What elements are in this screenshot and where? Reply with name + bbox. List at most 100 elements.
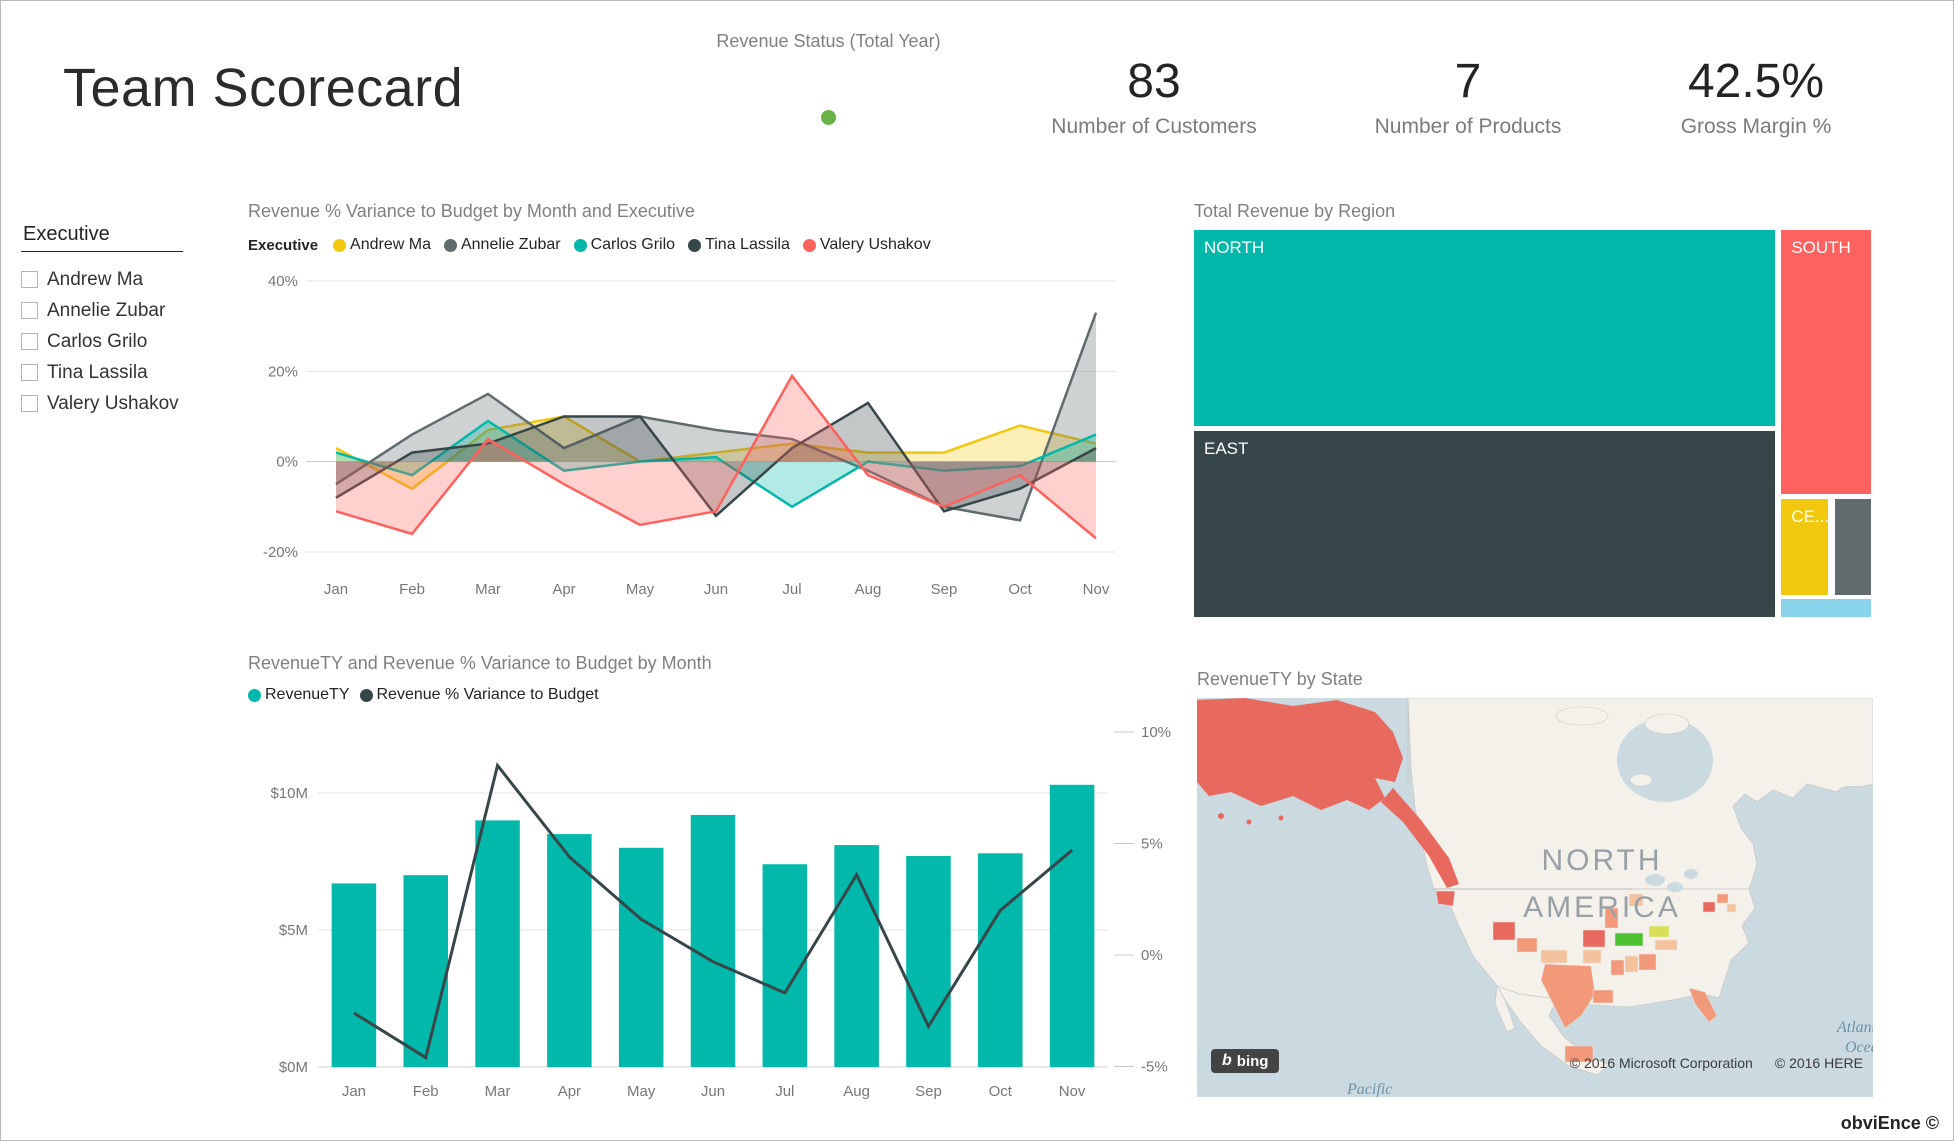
map-baja bbox=[1494, 984, 1516, 1033]
state-shape[interactable] bbox=[1435, 890, 1456, 907]
kpi-value: 83 bbox=[1127, 55, 1181, 108]
legend-label: RevenueTY bbox=[265, 686, 350, 703]
slicer-item-annelie-zubar[interactable]: Annelie Zubar bbox=[21, 295, 221, 326]
line-annelie-zubar[interactable] bbox=[335, 312, 1098, 522]
map-aleutians bbox=[1246, 819, 1252, 825]
bar-apr[interactable] bbox=[547, 834, 592, 1067]
area-carlos-grilo[interactable] bbox=[336, 421, 1096, 507]
svg-text:10%: 10% bbox=[1141, 724, 1171, 741]
bar-jun[interactable] bbox=[690, 814, 736, 1067]
svg-text:Feb: Feb bbox=[399, 581, 425, 598]
legend-item-tina-lassila[interactable]: Tina Lassila bbox=[688, 236, 790, 254]
state-shape[interactable] bbox=[1638, 953, 1657, 971]
checkbox[interactable] bbox=[21, 333, 38, 350]
line-carlos-grilo[interactable] bbox=[335, 419, 1097, 509]
slicer-item-andrew-ma[interactable]: Andrew Ma bbox=[21, 264, 221, 295]
svg-text:$10M: $10M bbox=[270, 785, 308, 802]
map-canvas[interactable]: NORTH AMERICA Atlant Ocea Pacific bbox=[1197, 698, 1873, 1097]
treemap-node[interactable] bbox=[1834, 498, 1871, 595]
visual-revenuety-by-state[interactable]: RevenueTY by State bbox=[1197, 669, 1873, 1097]
svg-text:Apr: Apr bbox=[552, 581, 575, 598]
state-shape[interactable] bbox=[1628, 893, 1644, 907]
state-shape[interactable] bbox=[1604, 907, 1619, 929]
treemap-node-east[interactable]: EAST bbox=[1194, 430, 1776, 617]
treemap-plot: NORTH EAST SOUTH CE... bbox=[1194, 230, 1873, 619]
checkbox[interactable] bbox=[21, 395, 38, 412]
bing-logo[interactable]: b bing bbox=[1211, 1049, 1280, 1073]
kpi-number-of-customers[interactable]: 83 Number of Customers bbox=[1024, 55, 1284, 139]
state-shape[interactable] bbox=[1624, 955, 1639, 973]
state-shape[interactable] bbox=[1702, 901, 1716, 913]
area-annelie-zubar[interactable] bbox=[336, 312, 1096, 521]
legend-item-andrew-ma[interactable]: Andrew Ma bbox=[333, 236, 431, 254]
state-alaska[interactable] bbox=[1197, 698, 1403, 810]
state-shape[interactable] bbox=[1516, 937, 1538, 953]
state-shape[interactable] bbox=[1540, 949, 1568, 964]
visual-revenuety-by-month[interactable]: RevenueTY and Revenue % Variance to Budg… bbox=[248, 653, 1208, 1104]
legend-item-carlos-grilo[interactable]: Carlos Grilo bbox=[573, 236, 675, 254]
status-indicator-dot bbox=[821, 110, 836, 125]
kpi-revenue-status[interactable]: Revenue Status (Total Year) bbox=[656, 31, 1001, 125]
bing-logo-label: bing bbox=[1236, 1052, 1269, 1070]
bar-nov[interactable] bbox=[1049, 784, 1095, 1067]
state-highlight-green[interactable] bbox=[1614, 932, 1644, 947]
bar-mar[interactable] bbox=[475, 820, 520, 1067]
state-shape[interactable] bbox=[1716, 893, 1729, 904]
checkbox[interactable] bbox=[21, 364, 38, 381]
treemap-node-ce-[interactable]: CE... bbox=[1781, 498, 1829, 595]
svg-text:Jan: Jan bbox=[342, 1083, 366, 1100]
legend-item-revenuety[interactable]: RevenueTY bbox=[248, 686, 350, 704]
bar-aug[interactable] bbox=[834, 845, 879, 1067]
treemap-node-north[interactable]: NORTH bbox=[1194, 230, 1776, 427]
executive-slicer: Executive Andrew Ma Annelie Zubar Carlos G… bbox=[21, 223, 221, 419]
svg-text:20%: 20% bbox=[268, 363, 298, 380]
kpi-number-of-products[interactable]: 7 Number of Products bbox=[1338, 55, 1598, 139]
combo-chart-plot[interactable]: $0M $5M $10M -5% 0% 5% 10% Jan Feb Mar Apr May Jun Ju… bbox=[248, 712, 1208, 1104]
line-valery-ushakov[interactable] bbox=[335, 373, 1097, 540]
legend-item-revenue-variance-to-budget[interactable]: Revenue % Variance to Budget bbox=[359, 686, 599, 704]
state-highlight-yellowgreen[interactable] bbox=[1648, 925, 1670, 938]
slicer-item-carlos-grilo[interactable]: Carlos Grilo bbox=[21, 326, 221, 357]
svg-text:Oct: Oct bbox=[989, 1083, 1013, 1100]
checkbox[interactable] bbox=[21, 271, 38, 288]
svg-text:Nov: Nov bbox=[1059, 1083, 1086, 1100]
kpi-gross-margin[interactable]: 42.5% Gross Margin % bbox=[1626, 55, 1886, 139]
legend-dot bbox=[573, 238, 587, 252]
state-shape[interactable] bbox=[1654, 939, 1678, 951]
line-revenue-variance-to-budget[interactable] bbox=[353, 762, 1074, 1060]
area-valery-ushakov[interactable] bbox=[336, 375, 1096, 539]
slicer-item-tina-lassila[interactable]: Tina Lassila bbox=[21, 357, 221, 388]
slicer-item-valery-ushakov[interactable]: Valery Ushakov bbox=[21, 388, 221, 419]
bar-oct[interactable] bbox=[978, 853, 1023, 1067]
bar-sep[interactable] bbox=[906, 856, 951, 1067]
state-shape[interactable] bbox=[1592, 989, 1614, 1004]
bar-may[interactable] bbox=[618, 847, 664, 1067]
state-shape[interactable] bbox=[1610, 959, 1625, 976]
state-florida[interactable] bbox=[1688, 987, 1718, 1023]
svg-text:Aug: Aug bbox=[855, 581, 882, 598]
line-tina-lassila[interactable] bbox=[335, 401, 1097, 518]
state-texas[interactable] bbox=[1540, 963, 1596, 1029]
legend-item-annelie-zubar[interactable]: Annelie Zubar bbox=[443, 236, 561, 254]
line-andrew-ma[interactable] bbox=[335, 415, 1097, 491]
state-shape[interactable] bbox=[1564, 1045, 1594, 1063]
treemap-node-south[interactable]: SOUTH bbox=[1781, 230, 1871, 495]
legend-item-valery-ushakov[interactable]: Valery Ushakov bbox=[802, 236, 931, 254]
checkbox[interactable] bbox=[21, 302, 38, 319]
state-shape[interactable] bbox=[1726, 903, 1737, 913]
treemap-node[interactable] bbox=[1781, 599, 1871, 617]
svg-text:Jan: Jan bbox=[324, 581, 348, 598]
area-chart-plot[interactable]: 40% 20% 0% -20% Jan Feb Mar Apr May Jun Jul Aug Sep O… bbox=[248, 260, 1128, 600]
bar-feb[interactable] bbox=[403, 875, 448, 1067]
state-shape[interactable] bbox=[1582, 949, 1602, 964]
bing-map[interactable]: NORTH AMERICA Atlant Ocea Pacific b bing… bbox=[1197, 698, 1873, 1097]
state-shape[interactable] bbox=[1492, 921, 1516, 941]
chart-title: RevenueTY and Revenue % Variance to Budg… bbox=[248, 653, 712, 673]
bar-jan[interactable] bbox=[331, 883, 377, 1067]
state-alaska-panhandle[interactable] bbox=[1381, 788, 1459, 888]
visual-variance-by-executive[interactable]: Revenue % Variance to Budget by Month an… bbox=[248, 201, 1138, 600]
visual-total-revenue-by-region[interactable]: Total Revenue by Region NORTH EAST SOUTH CE… bbox=[1194, 201, 1873, 619]
state-shape[interactable] bbox=[1582, 929, 1606, 948]
legend-dot bbox=[333, 238, 347, 252]
